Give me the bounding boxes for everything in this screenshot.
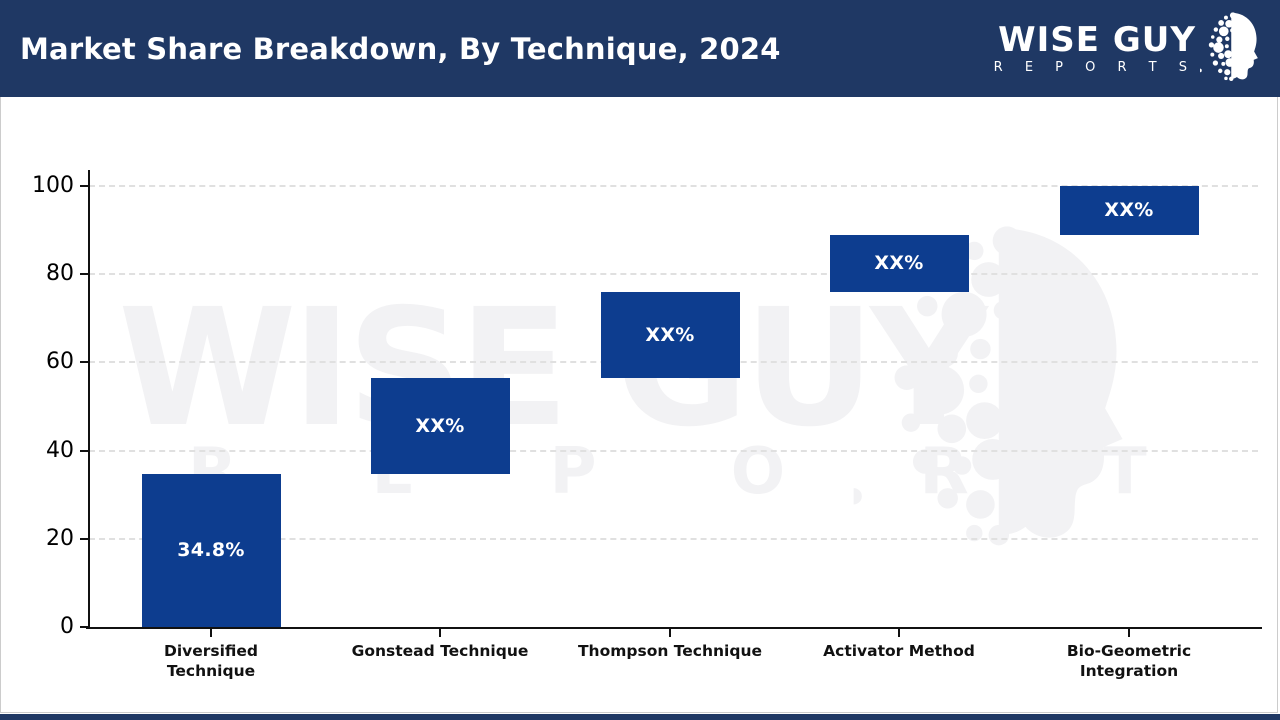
brand-tagline: R E P O R T S — [993, 59, 1196, 75]
gridline-80 — [89, 273, 1258, 276]
bar-segment: XX% — [370, 377, 510, 474]
bar-segment: XX% — [1059, 186, 1199, 235]
bar-value-label: XX% — [645, 323, 695, 346]
bar-segment: XX% — [600, 291, 740, 378]
watermark-text: WISE GUY — [118, 275, 988, 463]
bar-value-label: XX% — [874, 252, 924, 275]
footer-bar — [0, 714, 1280, 720]
x-tick-2 — [669, 629, 671, 637]
gridline-100 — [89, 185, 1258, 187]
y-tick-label-100: 100 — [32, 173, 74, 198]
x-tick-4 — [1128, 629, 1130, 637]
x-tick-1 — [439, 629, 441, 637]
brand-logo-text: WISE GUY R E P O R T S — [994, 22, 1196, 75]
category-label: Thompson Technique — [577, 642, 763, 660]
brand-logo: WISE GUY R E P O R T S — [994, 8, 1266, 88]
y-tick-0 — [80, 626, 88, 628]
bar-value-label: 34.8% — [177, 539, 245, 562]
y-tick-label-0: 0 — [60, 614, 74, 639]
category-label: Diversified Technique — [163, 642, 259, 680]
y-tick-40 — [80, 449, 88, 452]
header-bar: Market Share Breakdown, By Technique, 20… — [0, 0, 1280, 97]
gridline-40 — [89, 449, 1258, 452]
brand-name: WISE GUY — [998, 19, 1196, 60]
bar-value-label: XX% — [1104, 199, 1154, 222]
x-axis-line — [86, 627, 1262, 629]
y-tick-label-40: 40 — [46, 437, 74, 463]
y-tick-label-80: 80 — [46, 261, 74, 287]
x-tick-3 — [898, 629, 900, 637]
category-label: Bio-Geometric Integration — [1066, 642, 1192, 680]
bar-value-label: XX% — [415, 414, 465, 437]
y-axis-line — [88, 170, 90, 629]
bar-segment: XX% — [829, 234, 969, 292]
category-label: Gonstead Technique — [351, 642, 529, 660]
gridline-20 — [89, 537, 1258, 540]
y-tick-label-60: 60 — [46, 349, 74, 375]
y-tick-100 — [80, 185, 88, 187]
bar-segment: 34.8% — [141, 473, 281, 627]
y-tick-60 — [80, 361, 88, 364]
x-tick-0 — [210, 629, 212, 637]
y-tick-label-20: 20 — [46, 525, 74, 551]
page-title: Market Share Breakdown, By Technique, 20… — [20, 31, 781, 66]
y-tick-20 — [80, 537, 88, 540]
y-tick-80 — [80, 273, 88, 276]
category-label: Activator Method — [823, 642, 975, 660]
